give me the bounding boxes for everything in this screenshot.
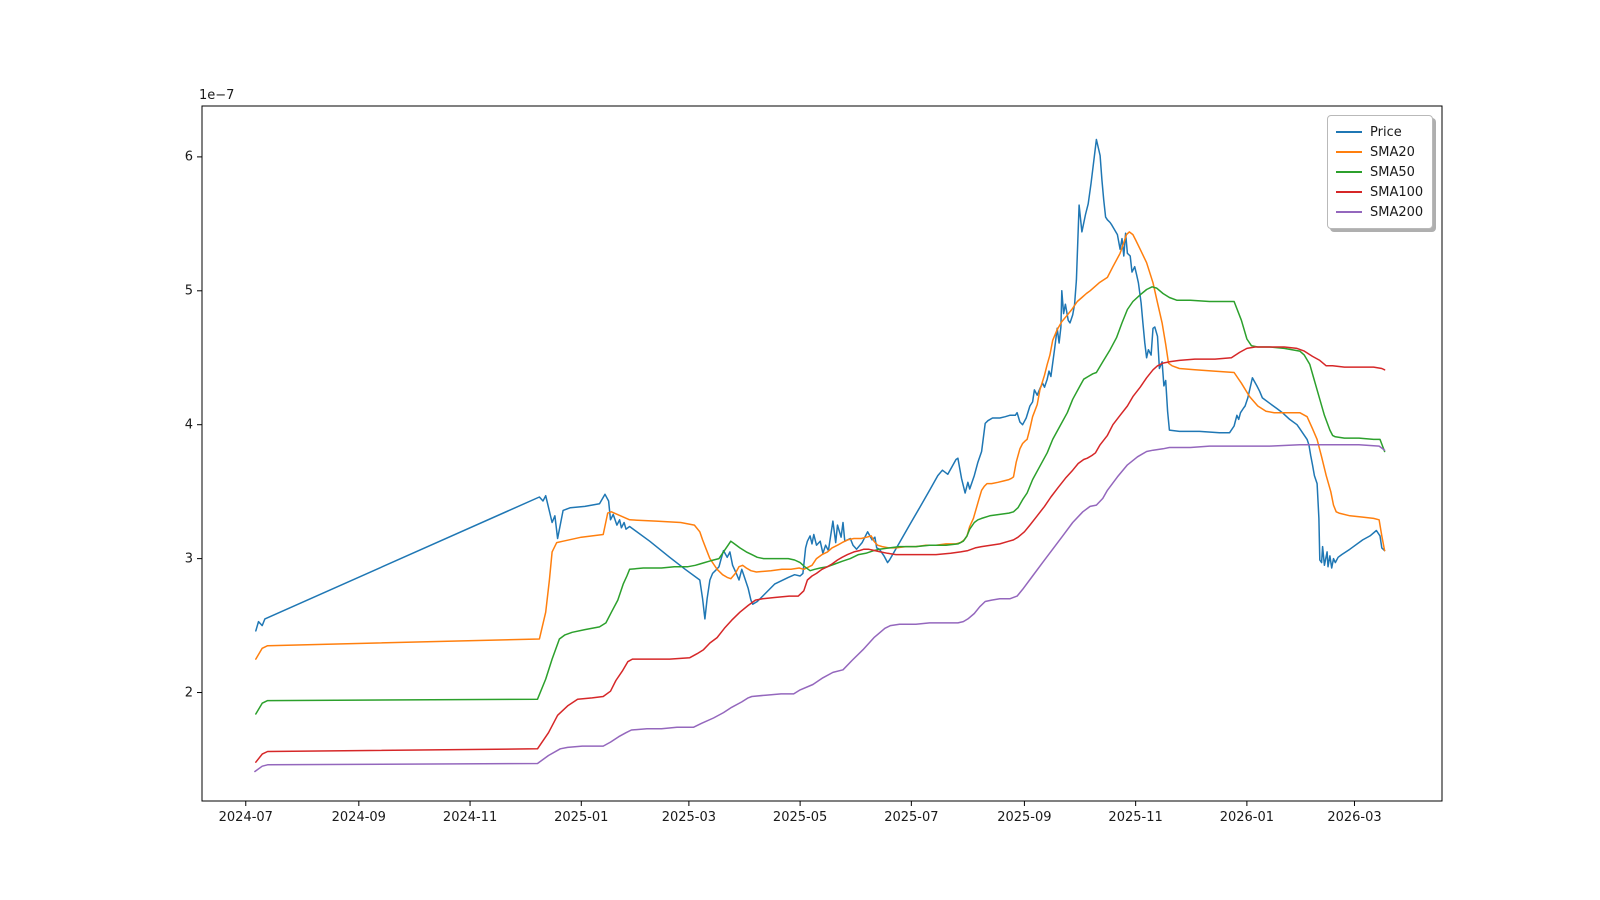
series-line-sma50 bbox=[255, 286, 1386, 715]
x-tick-label: 2025-01 bbox=[554, 810, 609, 825]
legend-label: Price bbox=[1370, 124, 1402, 140]
x-tick-label: 2026-03 bbox=[1327, 810, 1382, 825]
plot-area-frame bbox=[201, 105, 1443, 802]
y-tick-label: 6 bbox=[184, 149, 193, 165]
x-tick-label: 2024-07 bbox=[218, 810, 273, 825]
legend-line-sample-sma20 bbox=[1336, 151, 1362, 153]
y-tick-label: 2 bbox=[184, 685, 193, 700]
legend-line-sample-sma100 bbox=[1336, 191, 1362, 193]
x-tick-label: 2025-05 bbox=[772, 810, 828, 825]
x-tick-label: 2026-01 bbox=[1219, 810, 1275, 825]
legend-entry-price: Price bbox=[1336, 122, 1423, 142]
x-tick-label: 2025-09 bbox=[997, 810, 1052, 825]
legend-label: SMA50 bbox=[1370, 164, 1415, 180]
series-line-sma100 bbox=[255, 346, 1386, 763]
legend-label: SMA200 bbox=[1370, 204, 1424, 220]
x-tick-label: 2025-07 bbox=[884, 810, 939, 825]
legend-line-sample-sma200 bbox=[1336, 211, 1362, 213]
x-tick-label: 2025-11 bbox=[1108, 810, 1163, 825]
series-line-sma20 bbox=[255, 231, 1386, 660]
legend-entry-sma50: SMA50 bbox=[1336, 162, 1423, 182]
y-tick-label: 3 bbox=[184, 551, 193, 567]
series-line-sma200 bbox=[254, 444, 1386, 773]
legend-line-sample-sma50 bbox=[1336, 171, 1362, 173]
legend-line-sample-price bbox=[1336, 131, 1362, 133]
legend-label: SMA20 bbox=[1370, 144, 1415, 160]
legend-entry-sma100: SMA100 bbox=[1336, 182, 1423, 202]
x-tick-label: 2024-09 bbox=[331, 810, 386, 825]
y-tick-label: 4 bbox=[184, 417, 193, 433]
legend-entry-sma200: SMA200 bbox=[1336, 202, 1423, 222]
series-line-price bbox=[255, 138, 1386, 632]
x-tick-label: 2024-11 bbox=[442, 810, 498, 825]
y-axis-offset-label: 1e−7 bbox=[199, 88, 235, 103]
y-tick-label: 5 bbox=[184, 283, 193, 299]
legend-label: SMA100 bbox=[1370, 184, 1424, 200]
legend: Price SMA20 SMA50 SMA100 SMA200 bbox=[1327, 115, 1434, 229]
x-tick-label: 2025-03 bbox=[661, 810, 717, 825]
legend-entry-sma20: SMA20 bbox=[1336, 142, 1423, 162]
